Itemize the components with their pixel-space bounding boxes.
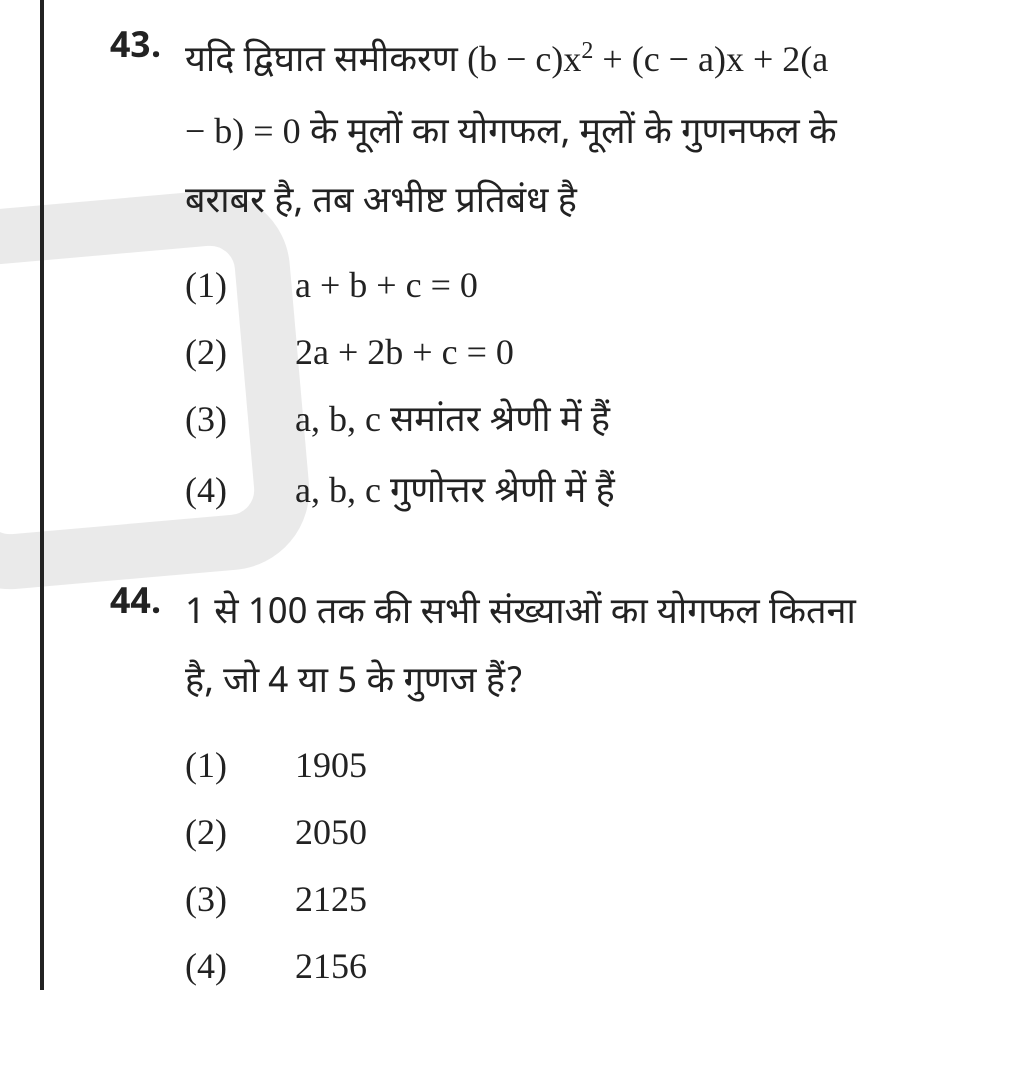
option-4: (4) 2156 [185,934,984,999]
option-text: a, b, c गुणोत्तर श्रेणी में हैं [295,458,984,527]
option-number: (1) [185,253,295,318]
q44-line2: है, जो 4 या 5 के गुणज हैं? [185,660,524,707]
option-text: 2050 [295,800,984,865]
option-text: 1905 [295,733,984,798]
question-44-options: (1) 1905 (2) 2050 (3) 2125 (4) 2156 [185,733,984,998]
option-number: (4) [185,458,295,523]
option-3: (3) a, b, c समांतर श्रेणी में हैं [185,387,984,456]
q43-math-1: (b − c)x2 + (c − a)x + 2(a [467,39,828,79]
question-text: 1 से 100 तक की सभी संख्याओं का योगफल कित… [185,581,984,718]
option-number: (4) [185,934,295,999]
option-3: (3) 2125 [185,867,984,932]
option-number: (3) [185,387,295,452]
q43-text-line3: बराबर है, तब अभीष्ट प्रतिबंध है [185,180,577,227]
option-number: (3) [185,867,295,932]
q43-text-prefix: यदि द्विघात समीकरण [185,39,467,86]
option-text: 2a + 2b + c = 0 [295,320,984,385]
page-content: 43. यदि द्विघात समीकरण (b − c)x2 + (c − … [0,0,1024,1078]
option-latin: a, b, c [295,399,390,439]
option-number: (1) [185,733,295,798]
option-devanagari: समांतर श्रेणी में हैं [390,399,610,446]
q44-line1: 1 से 100 तक की सभी संख्याओं का योगफल कित… [185,591,856,638]
question-44: 44. 1 से 100 तक की सभी संख्याओं का योगफल… [110,581,984,998]
question-number: 43. [110,25,185,72]
option-devanagari: गुणोत्तर श्रेणी में हैं [390,470,615,517]
option-text: a, b, c समांतर श्रेणी में हैं [295,387,984,456]
option-4: (4) a, b, c गुणोत्तर श्रेणी में हैं [185,458,984,527]
option-1: (1) 1905 [185,733,984,798]
option-latin: a, b, c [295,470,390,510]
q43-text-rest: के मूलों का योगफल, मूलों के गुणनफल के [301,111,837,158]
option-number: (2) [185,800,295,865]
option-1: (1) a + b + c = 0 [185,253,984,318]
left-vertical-rule [40,0,44,990]
option-2: (2) 2a + 2b + c = 0 [185,320,984,385]
option-number: (2) [185,320,295,385]
q43-math-2: − b) = 0 [185,111,301,151]
option-text: 2125 [295,867,984,932]
question-number: 44. [110,581,185,628]
question-text: यदि द्विघात समीकरण (b − c)x2 + (c − a)x … [185,25,984,238]
question-43-options: (1) a + b + c = 0 (2) 2a + 2b + c = 0 (3… [185,253,984,526]
option-text: 2156 [295,934,984,999]
question-43: 43. यदि द्विघात समीकरण (b − c)x2 + (c − … [110,25,984,526]
option-2: (2) 2050 [185,800,984,865]
option-text: a + b + c = 0 [295,253,984,318]
